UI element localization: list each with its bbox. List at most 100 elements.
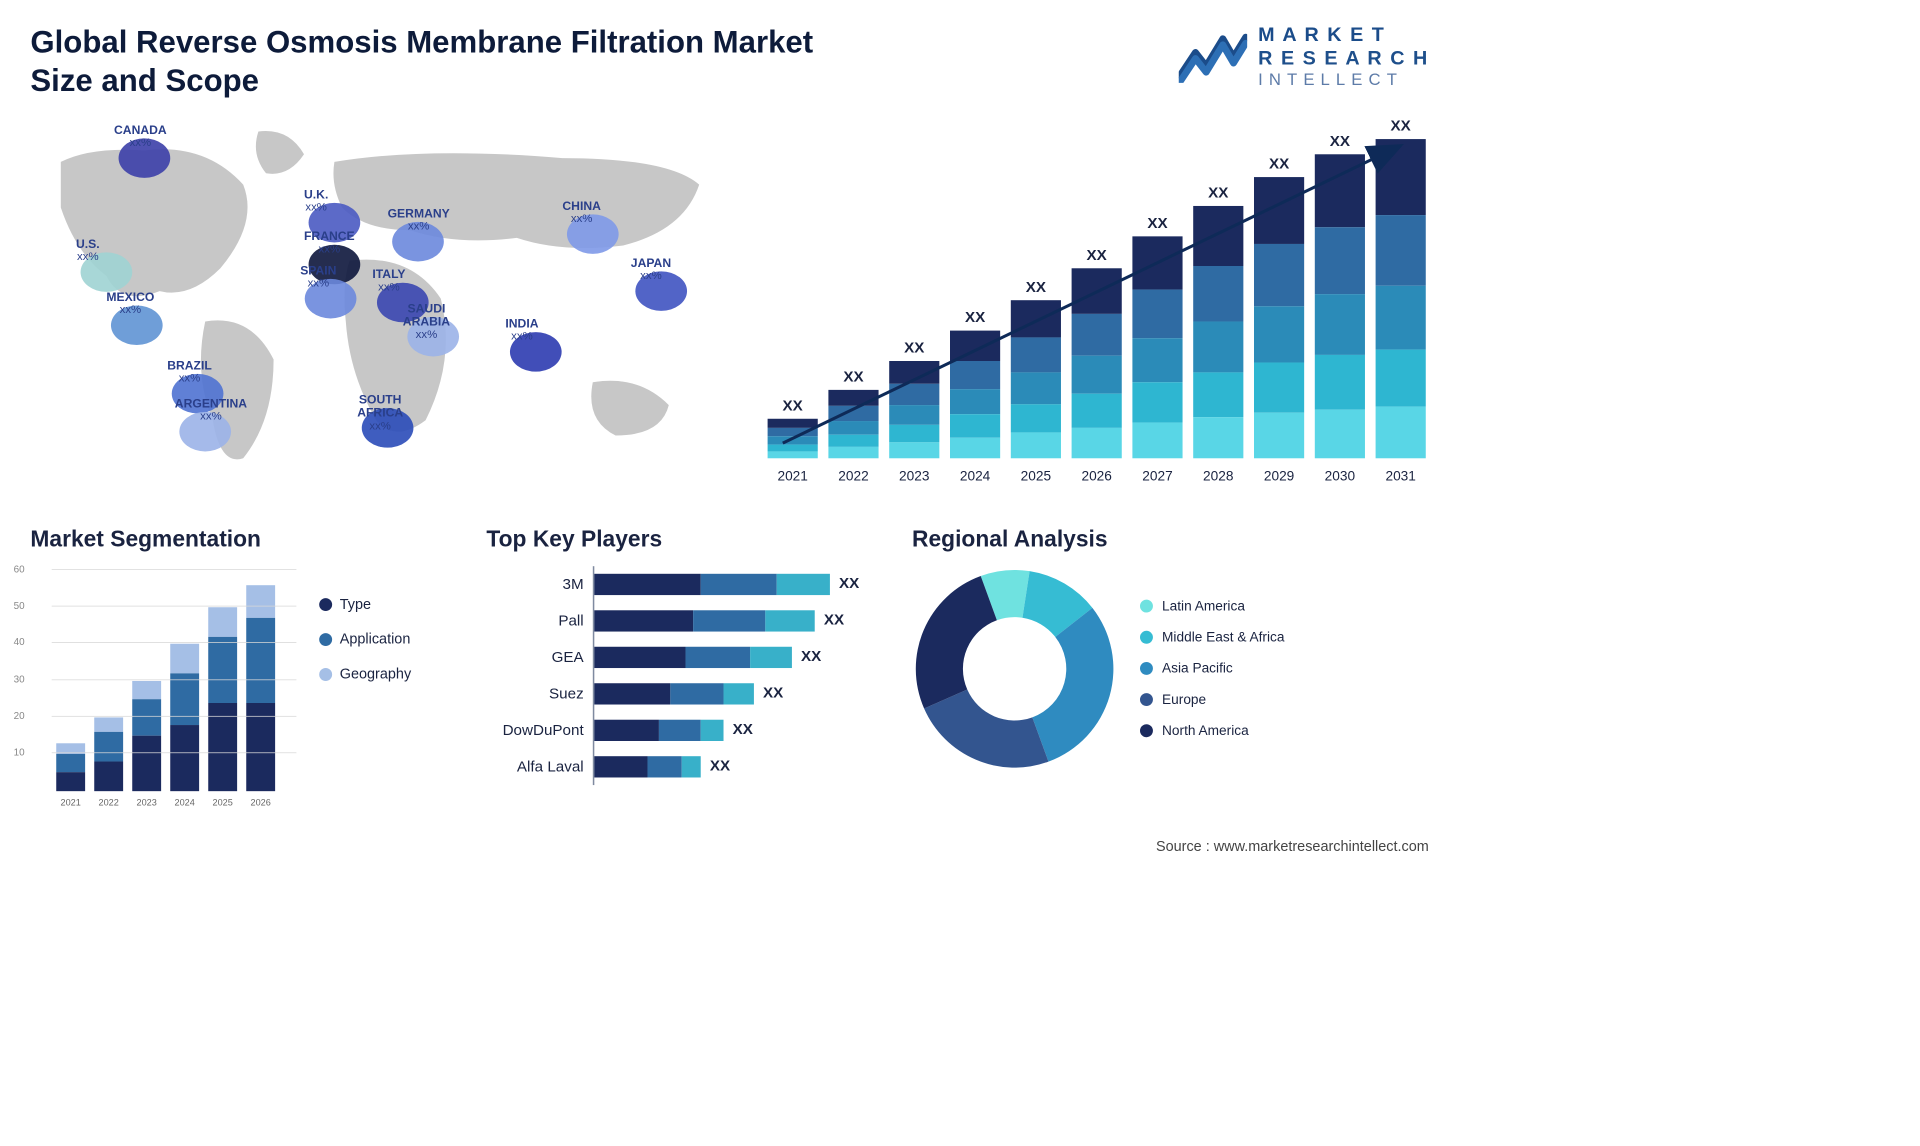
main-bar-2029: XX2029 <box>1254 177 1304 458</box>
logo-line1: M A R K E T <box>1258 23 1429 47</box>
brand-logo: M A R K E T R E S E A R C H INTELLECT <box>1179 23 1429 90</box>
top-row: CANADAxx%U.S.xx%MEXICOxx%BRAZILxx%ARGENT… <box>30 116 1428 496</box>
player-bar-value: XX <box>710 758 730 775</box>
player-bar-row: XX <box>594 675 881 711</box>
seg-bar-year: 2024 <box>170 797 199 808</box>
main-bar-year: 2026 <box>1072 468 1122 484</box>
map-label-japan: JAPANxx% <box>631 257 671 283</box>
map-label-germany: GERMANYxx% <box>388 207 450 233</box>
main-bar-label: XX <box>1330 133 1350 150</box>
regional-legend-item: Middle East & Africa <box>1140 629 1284 645</box>
player-bar-value: XX <box>839 575 859 592</box>
map-label-brazil: BRAZILxx% <box>167 359 212 385</box>
seg-ytick: 60 <box>14 563 25 574</box>
source-text: Source : www.marketresearchintellect.com <box>1156 839 1429 856</box>
seg-legend-item: Type <box>319 596 411 613</box>
player-bar-row: XX <box>594 602 881 638</box>
main-bar-year: 2031 <box>1376 468 1426 484</box>
main-bar-year: 2022 <box>828 468 878 484</box>
main-bar-label: XX <box>965 309 985 326</box>
logo-text: M A R K E T R E S E A R C H INTELLECT <box>1258 23 1429 90</box>
logo-line2: R E S E A R C H <box>1258 46 1429 70</box>
seg-ytick: 50 <box>14 600 25 611</box>
seg-ytick: 40 <box>14 636 25 647</box>
logo-line3: INTELLECT <box>1258 70 1429 90</box>
main-bar-2021: XX2021 <box>768 418 818 458</box>
main-bar-year: 2025 <box>1011 468 1061 484</box>
seg-ytick: 10 <box>14 746 25 757</box>
donut-slice <box>916 576 997 708</box>
player-name: Pall <box>486 602 583 638</box>
main-bar-label: XX <box>1147 215 1167 232</box>
main-bar-2027: XX2027 <box>1132 236 1182 458</box>
main-bar-2024: XX2024 <box>950 330 1000 458</box>
main-bar-2022: XX2022 <box>828 390 878 458</box>
map-label-u-s-: U.S.xx% <box>76 238 100 264</box>
player-bar-value: XX <box>801 648 821 665</box>
page-title: Global Reverse Osmosis Membrane Filtrati… <box>30 23 828 101</box>
main-bar-label: XX <box>1208 184 1228 201</box>
seg-bar-year: 2022 <box>94 797 123 808</box>
regional-legend-item: Europe <box>1140 692 1284 708</box>
regional-legend-item: North America <box>1140 723 1284 739</box>
main-bar-year: 2027 <box>1132 468 1182 484</box>
seg-bar-year: 2025 <box>208 797 237 808</box>
logo-mark-icon <box>1179 30 1247 83</box>
regional-section: Regional Analysis Latin America Middle Ea… <box>912 526 1322 809</box>
player-name: GEA <box>486 639 583 675</box>
map-label-france: FRANCExx% <box>304 230 355 256</box>
main-bar-year: 2028 <box>1193 468 1243 484</box>
seg-bar-2022: 2022 <box>94 717 123 790</box>
top-players-section: Top Key Players 3MPallGEASuezDowDuPontAl… <box>486 526 881 809</box>
donut-slice <box>924 689 1048 767</box>
seg-ytick: 20 <box>14 710 25 721</box>
player-bar-row: XX <box>594 566 881 602</box>
map-label-u-k-: U.K.xx% <box>304 188 328 214</box>
main-bar-2031: XX2031 <box>1376 139 1426 458</box>
donut-slice <box>1032 608 1113 762</box>
map-label-india: INDIAxx% <box>505 317 538 343</box>
seg-ytick: 30 <box>14 673 25 684</box>
main-bar-label: XX <box>783 397 803 414</box>
bottom-row: Market Segmentation 20212022202320242025… <box>30 526 1428 809</box>
main-bar-label: XX <box>1026 279 1046 296</box>
seg-bar-year: 2023 <box>132 797 161 808</box>
main-bar-year: 2024 <box>950 468 1000 484</box>
main-bar-year: 2021 <box>768 468 818 484</box>
map-label-saudi-arabia: SAUDIARABIAxx% <box>403 302 450 341</box>
regional-title: Regional Analysis <box>912 526 1322 552</box>
seg-legend-item: Geography <box>319 666 411 683</box>
seg-bar-2021: 2021 <box>56 743 85 791</box>
player-bar-value: XX <box>824 612 844 629</box>
player-name: Alfa Laval <box>486 748 583 784</box>
player-name: DowDuPont <box>486 712 583 748</box>
main-bar-2028: XX2028 <box>1193 206 1243 458</box>
segmentation-legend: Type Application Geography <box>319 596 411 701</box>
regional-legend: Latin AmericaMiddle East & AfricaAsia Pa… <box>1140 598 1284 739</box>
seg-bar-year: 2021 <box>56 797 85 808</box>
player-bar-value: XX <box>733 721 753 738</box>
market-segmentation-section: Market Segmentation 20212022202320242025… <box>30 526 456 809</box>
main-bar-2025: XX2025 <box>1011 300 1061 458</box>
regional-legend-item: Latin America <box>1140 598 1284 614</box>
main-bar-2023: XX2023 <box>889 361 939 458</box>
main-bar-2030: XX2030 <box>1315 154 1365 458</box>
main-bar-year: 2030 <box>1315 468 1365 484</box>
map-label-mexico: MEXICOxx% <box>106 291 154 317</box>
seg-bar-2026: 2026 <box>246 585 275 791</box>
player-bar-row: XX <box>594 639 881 675</box>
world-map: CANADAxx%U.S.xx%MEXICOxx%BRAZILxx%ARGENT… <box>30 116 714 496</box>
player-bar-row: XX <box>594 712 881 748</box>
players-title: Top Key Players <box>486 526 881 552</box>
seg-legend-item: Application <box>319 631 411 648</box>
segmentation-chart: 202120222023202420252026 102030405060 <box>30 566 296 809</box>
main-bar-label: XX <box>1391 117 1411 134</box>
player-name: 3M <box>486 566 583 602</box>
player-bar-value: XX <box>763 685 783 702</box>
main-bar-label: XX <box>1269 155 1289 172</box>
seg-bar-2024: 2024 <box>170 644 199 791</box>
map-label-china: CHINAxx% <box>562 200 601 226</box>
main-bar-year: 2029 <box>1254 468 1304 484</box>
map-label-south-africa: SOUTHAFRICAxx% <box>357 393 403 432</box>
map-label-canada: CANADAxx% <box>114 124 167 150</box>
